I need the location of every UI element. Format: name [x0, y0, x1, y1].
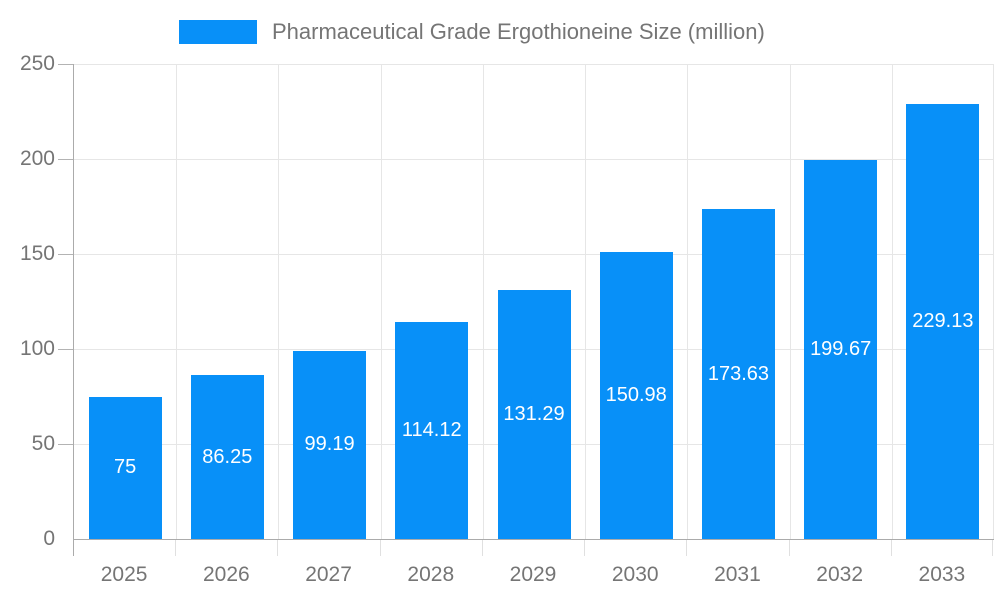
plot-area: 75 86.25 99.19 114.12 131.29 150.98 173.63 199.…: [73, 64, 994, 540]
y-gridline: [74, 64, 994, 65]
y-tick-mark: [58, 444, 73, 445]
x-tick-label: 2031: [714, 563, 761, 586]
y-tick-label: 50: [31, 432, 55, 455]
legend-item[interactable]: Pharmaceutical Grade Ergothioneine Size …: [179, 19, 765, 45]
bar: 114.12: [395, 322, 469, 539]
bar-value-label: 199.67: [810, 337, 872, 360]
x-gridline: [993, 64, 994, 539]
x-tick-mark: [584, 540, 586, 556]
x-tick-mark: [890, 540, 892, 556]
x-tick-mark: [992, 540, 993, 556]
bar-value-label: 229.13: [912, 309, 974, 332]
bar: 199.67: [804, 159, 878, 539]
bar-value-label: 114.12: [401, 419, 462, 442]
x-tick-label: 2025: [100, 563, 148, 586]
x-tick-mark: [686, 540, 688, 556]
bar: 99.19: [293, 350, 367, 539]
x-tick-label: 2028: [407, 563, 455, 586]
bar-value-label: 99.19: [304, 433, 355, 456]
x-tick-mark: [481, 540, 483, 556]
x-tick-label: 2029: [509, 563, 557, 586]
bar: 131.29: [497, 289, 571, 539]
y-gridline: [74, 159, 994, 160]
bar: 150.98: [599, 252, 673, 539]
chart-title: Pharmaceutical Grade Ergothioneine Size …: [272, 19, 765, 44]
bar-value-label: 75: [113, 456, 137, 479]
x-gridline: [278, 64, 280, 539]
x-tick-mark: [73, 540, 74, 556]
x-gridline: [687, 64, 689, 539]
y-tick-label: 200: [19, 147, 55, 170]
bar-value-label: 150.98: [605, 384, 667, 407]
x-tick-mark: [175, 540, 177, 556]
x-tick-label: 2027: [305, 563, 352, 586]
y-tick-label: 100: [19, 337, 55, 360]
x-gridline: [891, 64, 893, 539]
x-gridline: [176, 64, 178, 539]
x-gridline: [789, 64, 791, 539]
legend-swatch-icon: [179, 20, 257, 44]
x-tick-mark: [277, 540, 279, 556]
y-tick-mark: [58, 349, 73, 350]
y-gridline: [74, 254, 994, 255]
x-tick-label: 2032: [816, 563, 864, 586]
bar: 86.25: [190, 375, 264, 539]
x-tick-label: 2026: [202, 563, 250, 586]
y-tick-mark: [58, 254, 73, 255]
x-tick-label: 2033: [918, 563, 966, 586]
y-tick-mark: [58, 64, 73, 65]
x-tick-label: 2030: [611, 563, 659, 586]
x-tick-mark: [788, 540, 790, 556]
bar: 229.13: [906, 103, 980, 539]
bar-value-label: 86.25: [202, 445, 253, 468]
bar: 75: [88, 396, 162, 539]
y-tick-label: 150: [19, 242, 55, 265]
x-gridline: [482, 64, 484, 539]
bar: 173.63: [701, 209, 775, 539]
x-gridline: [380, 64, 382, 539]
bar-value-label: 131.29: [503, 402, 565, 425]
x-tick-mark: [379, 540, 381, 556]
y-tick-label: 0: [43, 527, 55, 550]
x-gridline: [585, 64, 587, 539]
bar-value-label: 173.63: [707, 362, 770, 385]
y-tick-mark: [58, 159, 73, 160]
y-tick-label: 250: [19, 52, 55, 75]
